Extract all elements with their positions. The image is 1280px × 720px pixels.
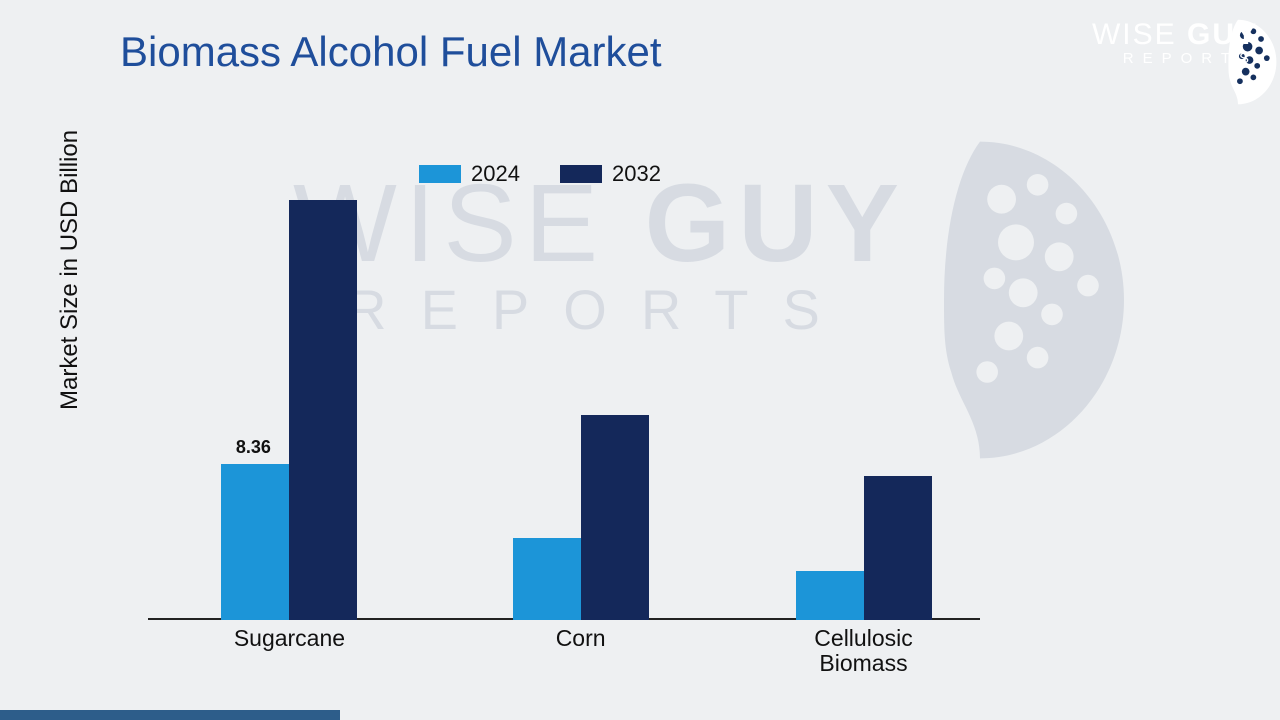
bottom-accent	[0, 710, 340, 720]
x-axis-label: Corn	[556, 626, 606, 651]
bar-group	[513, 200, 649, 620]
x-axis-labels: Sugarcane Corn CellulosicBiomass	[148, 622, 980, 678]
legend: 2024 2032	[60, 160, 980, 187]
value-label: 8.36	[236, 437, 271, 458]
brand-guy: GUY	[1187, 18, 1258, 51]
plot-area: SugarcaneCornCellulosicBiomass 8.36	[148, 200, 980, 620]
bar	[221, 464, 289, 620]
legend-swatch	[419, 165, 461, 183]
legend-label: 2032	[612, 161, 661, 186]
chart: Market Size in USD Billion 20242032 Suga…	[60, 140, 980, 680]
bar-group	[221, 200, 357, 620]
bar	[513, 538, 581, 620]
bar	[796, 571, 864, 620]
bar	[581, 415, 649, 620]
x-axis-label: Sugarcane	[234, 626, 345, 651]
bar-group	[796, 200, 932, 620]
brand-wise: WISE	[1092, 18, 1177, 51]
brand-line2: REPORTS	[1092, 50, 1258, 67]
bar	[864, 476, 932, 620]
x-axis-label: CellulosicBiomass	[814, 626, 912, 677]
legend-swatch	[560, 165, 602, 183]
brand-line1: WISE GUY	[1092, 18, 1258, 52]
bar	[289, 200, 357, 620]
stage: WISE GUY REPORTS Biomass Alcohol Fuel Ma…	[0, 0, 1280, 720]
chart-title: Biomass Alcohol Fuel Market	[120, 28, 662, 76]
brand-logo: WISE GUY REPORTS	[1092, 18, 1258, 67]
legend-label: 2024	[471, 161, 520, 186]
